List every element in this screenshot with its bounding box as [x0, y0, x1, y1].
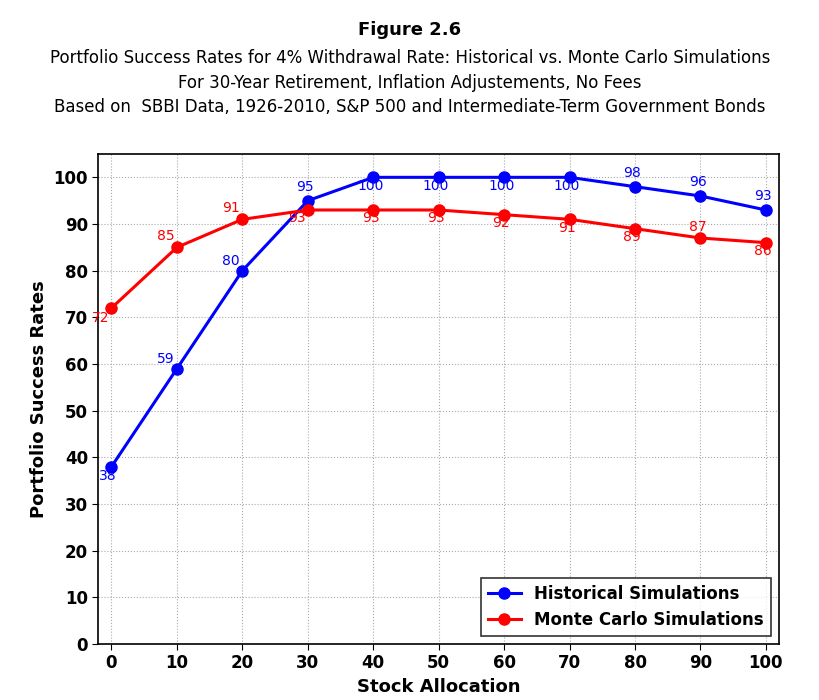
- Text: 93: 93: [427, 211, 444, 225]
- Historical Simulations: [695, 192, 704, 200]
- Text: 100: 100: [553, 178, 579, 192]
- Historical Simulations: [302, 197, 312, 205]
- Historical Simulations: [629, 183, 639, 191]
- Text: 100: 100: [487, 178, 514, 192]
- Text: 85: 85: [156, 229, 174, 243]
- Line: Monte Carlo Simulations: Monte Carlo Simulations: [106, 204, 771, 314]
- Text: 95: 95: [296, 180, 314, 194]
- Text: 96: 96: [688, 175, 706, 189]
- Text: 93: 93: [753, 189, 771, 203]
- Monte Carlo Simulations: [695, 234, 704, 242]
- Historical Simulations: [368, 173, 378, 181]
- Text: Based on  SBBI Data, 1926-2010, S&P 500 and Intermediate-Term Government Bonds: Based on SBBI Data, 1926-2010, S&P 500 a…: [54, 98, 765, 116]
- Text: 93: 93: [361, 211, 379, 225]
- Historical Simulations: [238, 267, 247, 275]
- Text: 98: 98: [622, 166, 640, 180]
- Monte Carlo Simulations: [302, 206, 312, 214]
- Legend: Historical Simulations, Monte Carlo Simulations: Historical Simulations, Monte Carlo Simu…: [481, 578, 770, 636]
- Text: 86: 86: [753, 244, 771, 258]
- Historical Simulations: [106, 463, 116, 471]
- Text: 89: 89: [622, 230, 640, 244]
- Monte Carlo Simulations: [433, 206, 443, 214]
- Text: Figure 2.6: Figure 2.6: [358, 21, 461, 39]
- Monte Carlo Simulations: [760, 239, 770, 247]
- Text: 93: 93: [287, 211, 305, 225]
- Historical Simulations: [564, 173, 574, 181]
- Text: 72: 72: [92, 311, 109, 325]
- Monte Carlo Simulations: [564, 215, 574, 223]
- Text: 92: 92: [492, 216, 509, 230]
- Text: 100: 100: [357, 178, 383, 192]
- Text: For 30-Year Retirement, Inflation Adjustements, No Fees: For 30-Year Retirement, Inflation Adjust…: [178, 74, 641, 92]
- Monte Carlo Simulations: [368, 206, 378, 214]
- Monte Carlo Simulations: [238, 215, 247, 223]
- Text: 91: 91: [557, 220, 575, 234]
- Historical Simulations: [499, 173, 509, 181]
- Text: 91: 91: [222, 201, 240, 215]
- Historical Simulations: [172, 365, 182, 373]
- X-axis label: Stock Allocation: Stock Allocation: [356, 678, 520, 696]
- Monte Carlo Simulations: [629, 225, 639, 233]
- Text: Portfolio Success Rates for 4% Withdrawal Rate: Historical vs. Monte Carlo Simul: Portfolio Success Rates for 4% Withdrawa…: [50, 49, 769, 67]
- Text: 38: 38: [98, 469, 116, 483]
- Text: 59: 59: [156, 352, 174, 366]
- Text: 100: 100: [423, 178, 449, 192]
- Line: Historical Simulations: Historical Simulations: [106, 172, 771, 473]
- Monte Carlo Simulations: [499, 211, 509, 219]
- Historical Simulations: [433, 173, 443, 181]
- Historical Simulations: [760, 206, 770, 214]
- Text: 87: 87: [688, 220, 706, 234]
- Monte Carlo Simulations: [106, 304, 116, 312]
- Monte Carlo Simulations: [172, 243, 182, 251]
- Text: 80: 80: [222, 254, 240, 268]
- Y-axis label: Portfolio Success Rates: Portfolio Success Rates: [29, 280, 48, 518]
